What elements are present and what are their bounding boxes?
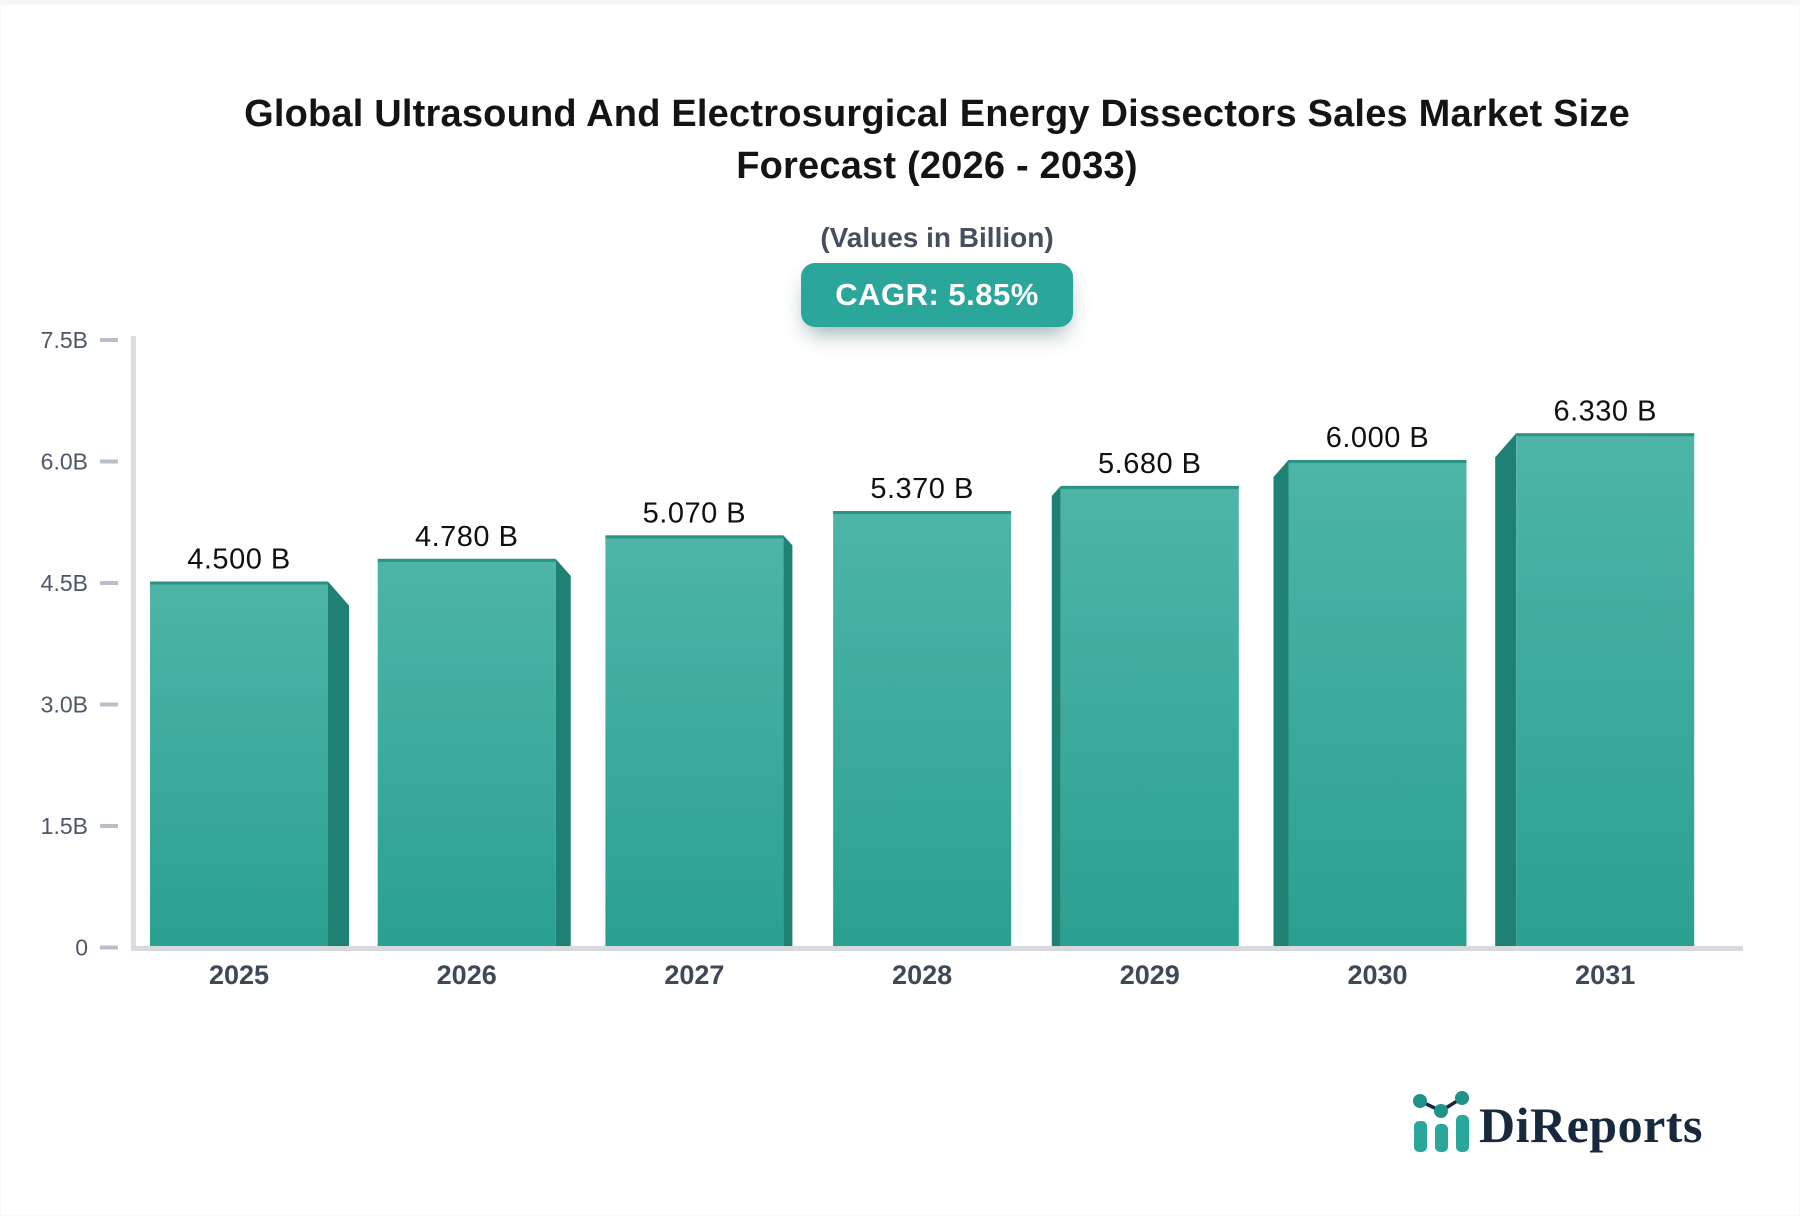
bar-face [1288,460,1467,947]
bar-face [150,581,328,947]
bar-2029[interactable] [1051,485,1239,947]
direports-logo-text: DiReports [1479,1097,1703,1153]
bar-value-label-2027: 5.070 B [643,497,746,529]
x-axis-label-2027: 2027 [664,960,724,990]
x-axis-label-2028: 2028 [892,960,952,990]
cagr-badge: CAGR: 5.85% [801,263,1073,327]
bar-side-face [328,581,349,947]
x-axis-label-2029: 2029 [1120,960,1180,990]
bar-side-face [1051,485,1061,947]
x-axis-label-2031: 2031 [1575,960,1635,990]
chart-title-line1: Global Ultrasound And Electrosurgical En… [244,93,1630,135]
direports-logo: DiReports [1412,1090,1703,1152]
bar-2028[interactable] [833,511,1012,947]
bar-face [1516,433,1695,947]
y-tick-label-1.5B: 1.5B [41,813,88,839]
bar-2027[interactable] [605,535,793,947]
y-tick-label-0: 0 [75,935,88,961]
bar-face [605,535,784,947]
bar-2031[interactable] [1495,433,1695,947]
bar-face [377,558,556,947]
bar-value-label-2028: 5.370 B [870,473,973,505]
bar-side-face [1273,460,1289,947]
chart-title: Global Ultrasound And Electrosurgical En… [131,88,1743,192]
bar-value-label-2031: 6.330 B [1553,395,1656,427]
chart-title-line2: Forecast (2026 - 2033) [736,145,1138,187]
bar-2025[interactable] [150,581,349,947]
bar-value-label-2029: 5.680 B [1098,448,1201,480]
x-axis-label-2025: 2025 [209,960,269,990]
bar-value-label-2025: 4.500 B [187,544,290,576]
bar-face [1060,485,1239,947]
y-tick-label-3.0B: 3.0B [41,692,88,718]
bar-side-face [1495,433,1517,947]
y-tick-label-7.5B: 7.5B [41,327,88,353]
bar-2030[interactable] [1273,460,1467,947]
bar-side-face [555,558,571,947]
bar-2026[interactable] [377,558,571,947]
bar-chart: 7.5B 6.0B 4.5B 3.0B 1.5B 0 4.500 B 2025 4.780 B 2… [41,327,1743,990]
x-axis-label-2026: 2026 [437,960,497,990]
y-tick-label-4.5B: 4.5B [41,570,88,596]
x-axis-label-2030: 2030 [1347,960,1407,990]
bar-value-label-2026: 4.780 B [415,521,518,553]
bar-side-face [783,535,793,947]
chart-subtitle: (Values in Billion) [820,222,1054,253]
bar-face [833,511,1012,947]
bar-value-label-2030: 6.000 B [1326,422,1429,454]
y-tick-label-6.0B: 6.0B [41,449,88,475]
direports-logo-icon [1413,1091,1469,1152]
chart-header: Global Ultrasound And Electrosurgical En… [131,88,1743,327]
